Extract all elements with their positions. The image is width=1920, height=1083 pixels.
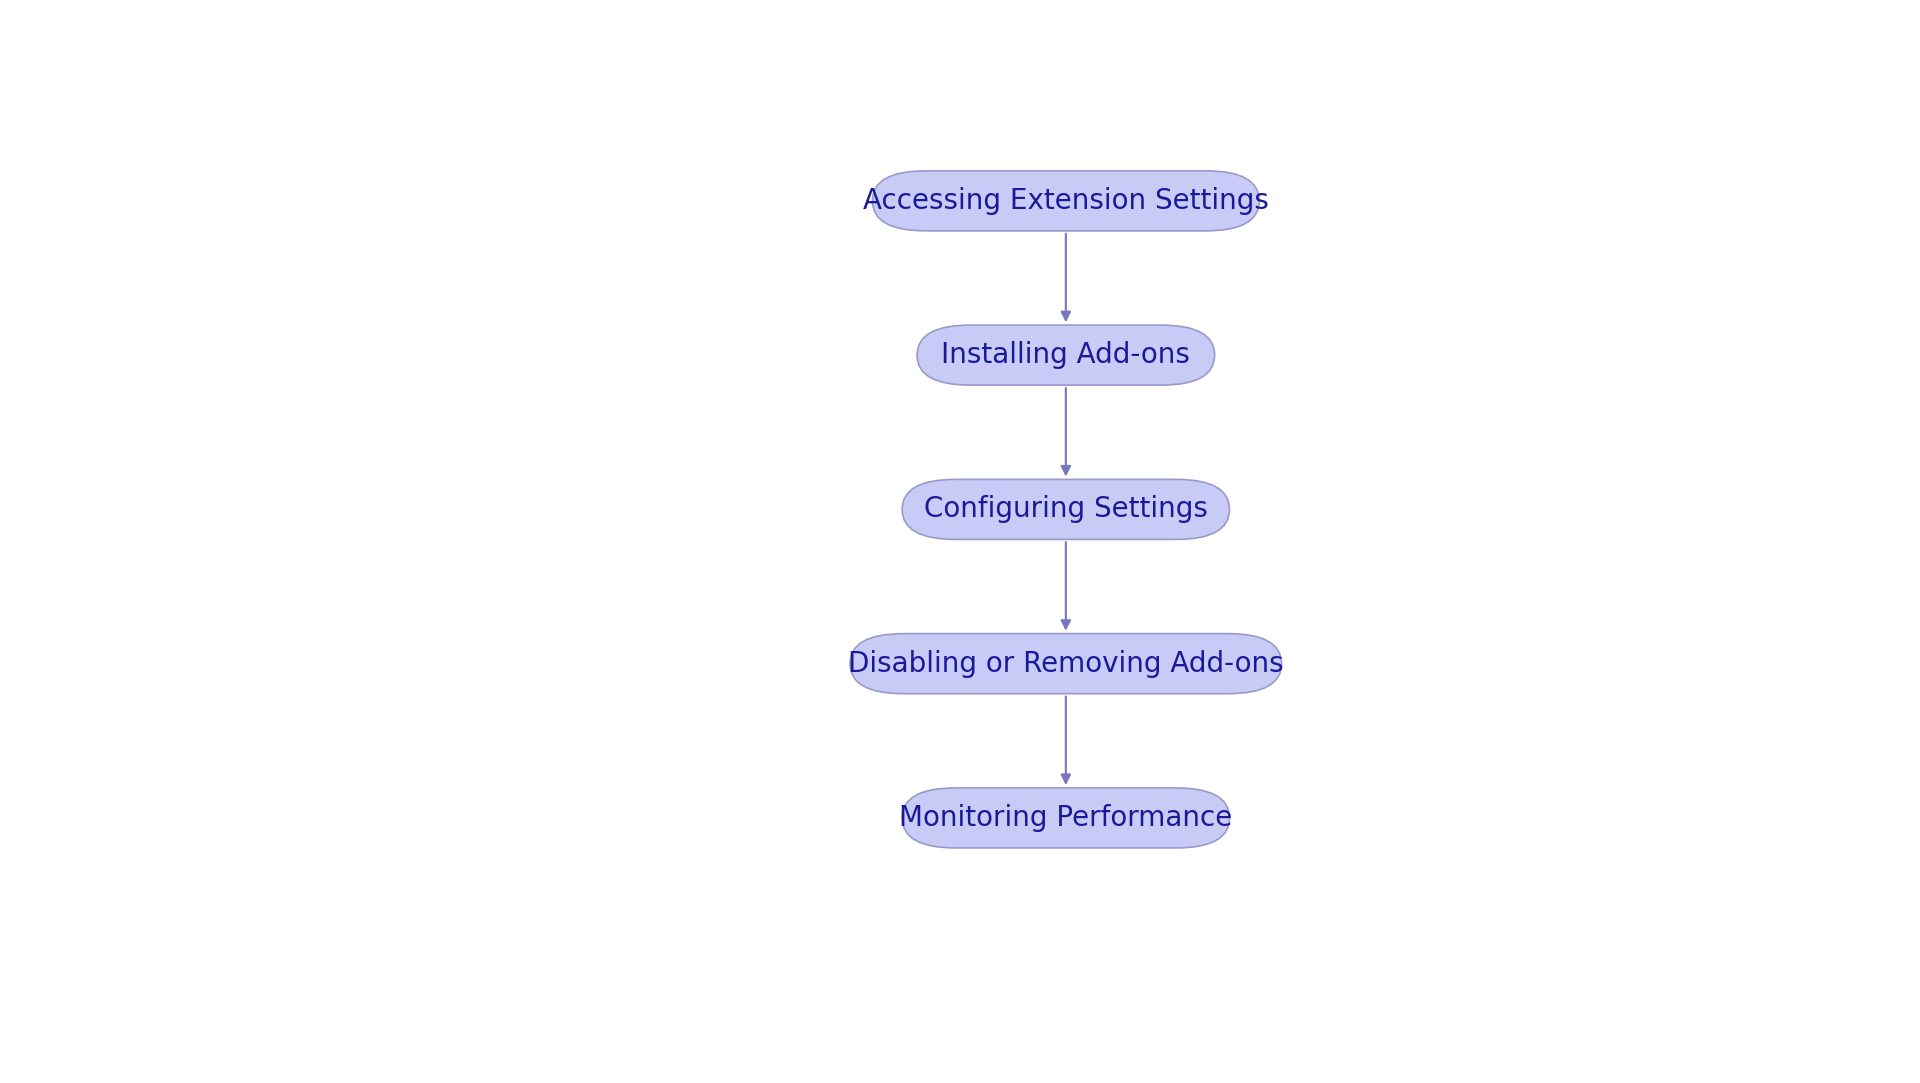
Text: Accessing Extension Settings: Accessing Extension Settings <box>862 187 1269 214</box>
FancyBboxPatch shape <box>902 480 1229 539</box>
FancyBboxPatch shape <box>851 634 1283 694</box>
FancyBboxPatch shape <box>902 788 1229 848</box>
Text: Disabling or Removing Add-ons: Disabling or Removing Add-ons <box>849 650 1284 678</box>
FancyBboxPatch shape <box>918 325 1215 386</box>
Text: Monitoring Performance: Monitoring Performance <box>899 804 1233 832</box>
FancyBboxPatch shape <box>872 171 1260 231</box>
Text: Configuring Settings: Configuring Settings <box>924 495 1208 523</box>
Text: Installing Add-ons: Installing Add-ons <box>941 341 1190 369</box>
